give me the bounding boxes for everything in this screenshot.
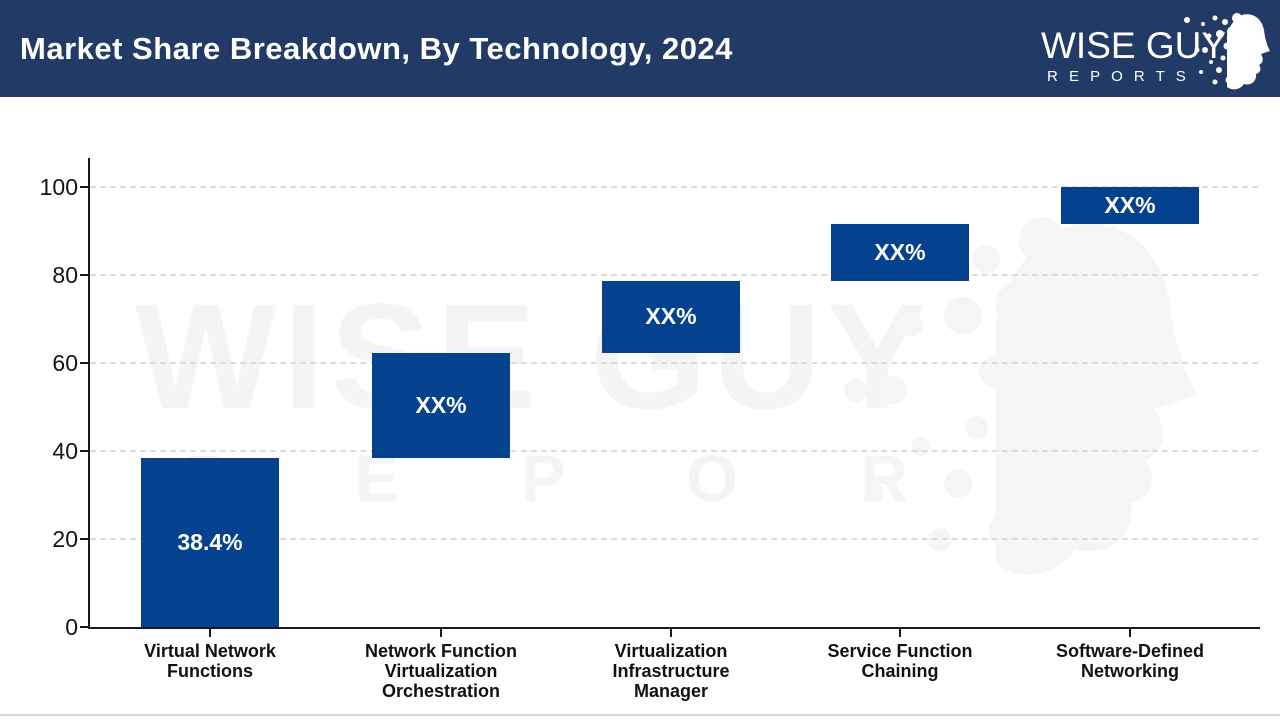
watermark-text-line1: WISE GUY <box>135 272 934 440</box>
x-category-label: Virtual Network Functions <box>144 641 276 681</box>
x-tick-mark <box>670 629 672 637</box>
x-category-label: Service Function Chaining <box>827 641 973 681</box>
y-tick-mark <box>80 362 88 364</box>
x-tick-mark <box>1129 629 1131 637</box>
x-tick-mark <box>899 629 901 637</box>
bottom-divider <box>0 714 1280 716</box>
bar-value-label: XX% <box>645 303 697 330</box>
gridline-y-20 <box>90 538 1258 540</box>
x-tick-mark <box>440 629 442 637</box>
bar-segment: XX% <box>1061 187 1199 224</box>
x-tick-mark <box>209 629 211 637</box>
y-tick-label: 20 <box>52 526 78 552</box>
bar-segment: XX% <box>831 223 969 281</box>
wise-guy-logo-graphic: WISE GUY R E P O R T S <box>1041 13 1270 90</box>
bar-segment: XX% <box>602 280 740 353</box>
gridline-y-100 <box>90 186 1258 188</box>
wise-guy-logo: WISE GUY R E P O R T S <box>1015 6 1270 91</box>
x-category-label: Virtualization Infrastructure Manager <box>612 641 730 701</box>
gridline-y-40 <box>90 450 1258 452</box>
bar-segment: XX% <box>372 352 510 459</box>
x-category-label: Software-Defined Networking <box>1055 641 1205 681</box>
gridline-y-80 <box>90 274 1258 276</box>
bar-value-label: XX% <box>415 391 467 418</box>
x-axis-line <box>88 627 1260 629</box>
y-tick-mark <box>80 538 88 540</box>
gridline-y-60 <box>90 362 1258 364</box>
y-tick-label: 100 <box>39 174 78 200</box>
y-axis-line <box>88 158 90 628</box>
bar-segment: 38.4% <box>141 458 279 627</box>
header: Market Share Breakdown, By Technology, 2… <box>0 0 1280 97</box>
y-tick-label: 60 <box>52 350 78 376</box>
bar-value-label: XX% <box>874 238 926 265</box>
face-profile-icon <box>1184 13 1270 90</box>
y-tick-mark <box>80 450 88 452</box>
y-tick-label: 80 <box>52 262 78 288</box>
x-category-label: Network Function Virtualization Orchestr… <box>365 641 517 701</box>
y-tick-mark <box>80 186 88 188</box>
y-tick-mark <box>80 626 88 628</box>
logo-subtext: R E P O R T S <box>1047 68 1189 85</box>
logo-wordmark: WISE GUY <box>1041 25 1226 66</box>
y-tick-mark <box>80 274 88 276</box>
watermark-text-line2: R E P O R T S <box>185 441 1123 591</box>
bar-value-label: 38.4% <box>177 529 243 555</box>
y-tick-label: 40 <box>52 438 78 464</box>
bar-value-label: XX% <box>1104 191 1156 218</box>
page-title: Market Share Breakdown, By Technology, 2… <box>20 30 733 66</box>
y-tick-label: 0 <box>65 614 78 640</box>
